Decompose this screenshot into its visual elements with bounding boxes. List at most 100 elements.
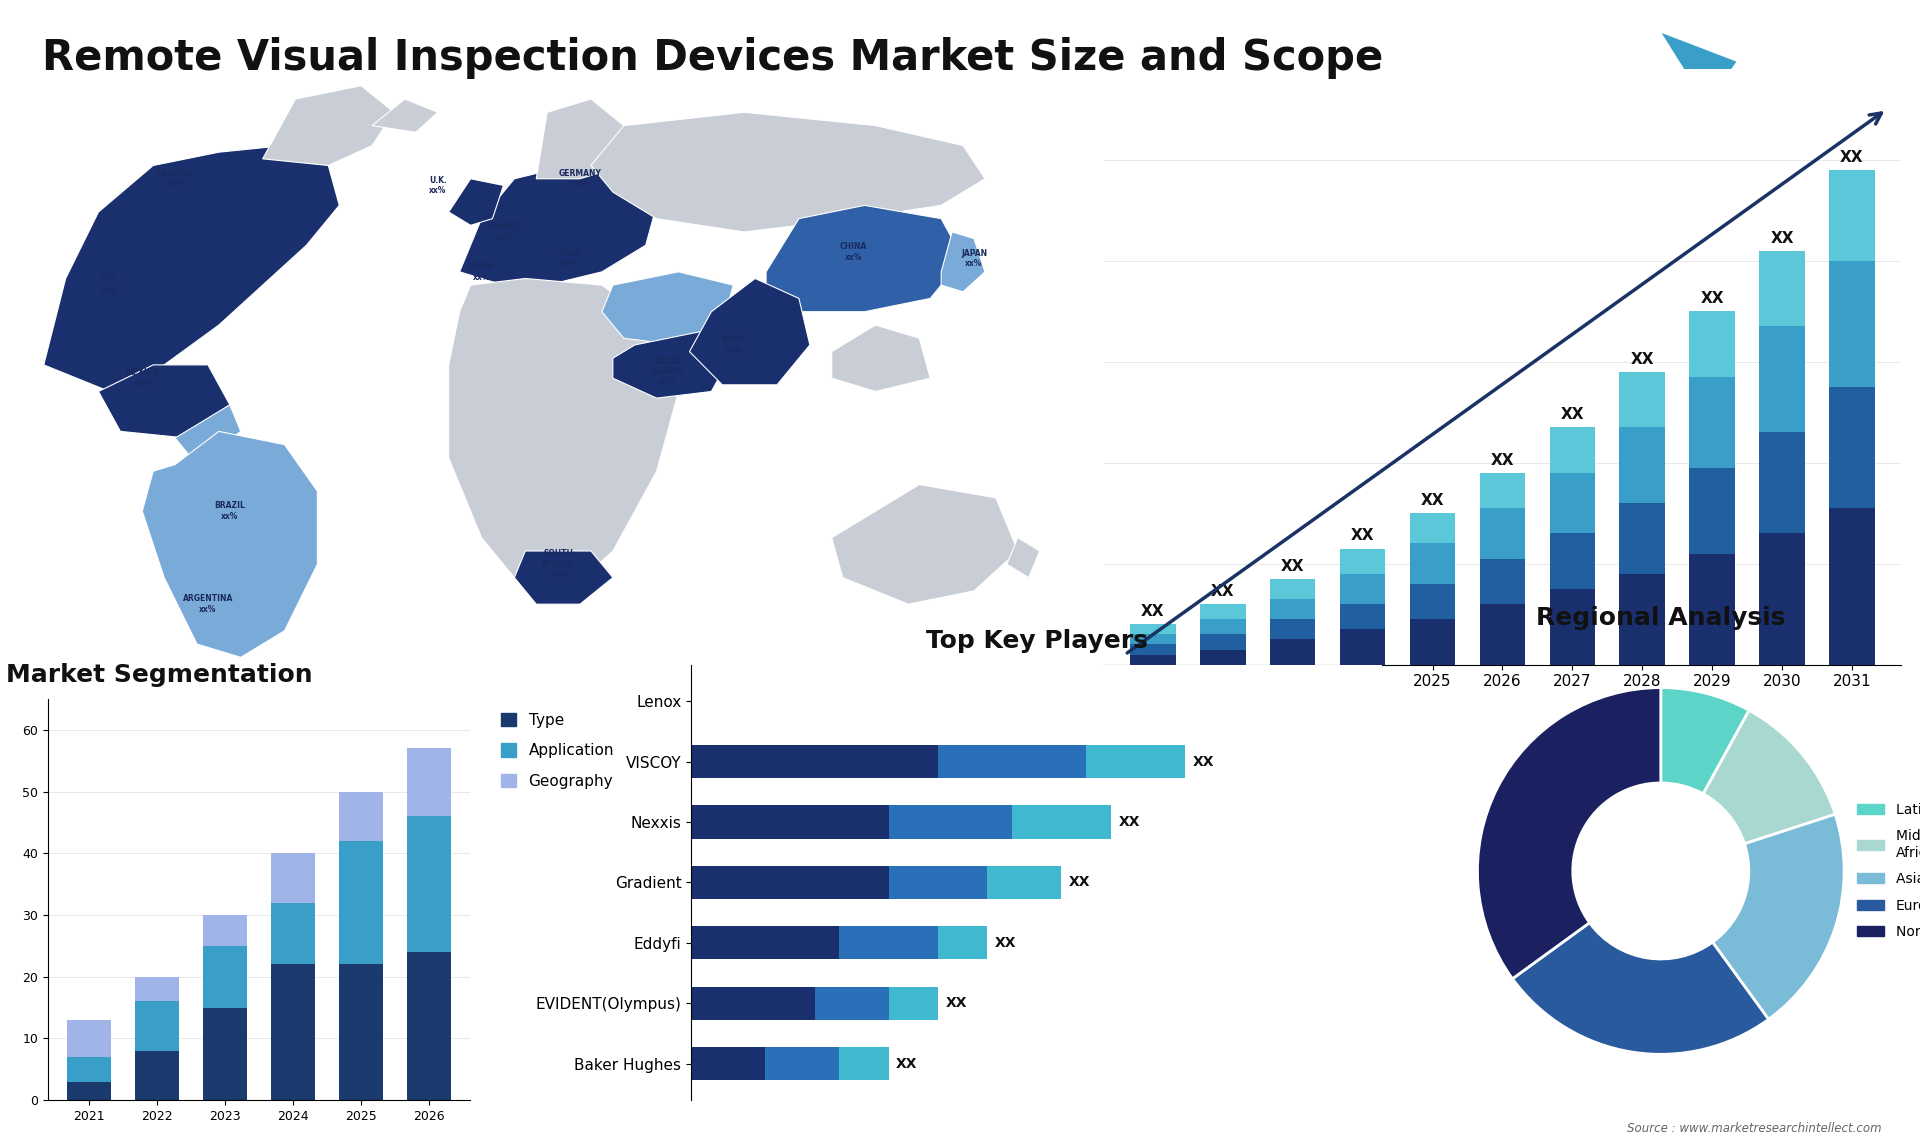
Bar <box>340 841 384 965</box>
Text: XX: XX <box>1281 559 1304 574</box>
Text: FRANCE
xx%: FRANCE xx% <box>486 222 520 242</box>
Bar <box>1480 558 1524 604</box>
Bar <box>987 865 1062 900</box>
Polygon shape <box>449 179 503 226</box>
Bar <box>1480 508 1524 558</box>
Text: XX: XX <box>1352 528 1375 543</box>
Polygon shape <box>449 278 678 591</box>
Title: Top Key Players: Top Key Players <box>925 629 1148 653</box>
Bar <box>407 952 451 1100</box>
Wedge shape <box>1478 688 1661 979</box>
Bar <box>1340 604 1386 629</box>
Bar <box>1087 745 1185 778</box>
Polygon shape <box>1006 537 1039 578</box>
Bar <box>889 865 987 900</box>
Bar <box>204 945 248 1007</box>
Text: BRAZIL
xx%: BRAZIL xx% <box>215 502 246 520</box>
Bar <box>691 987 814 1020</box>
Text: Market Segmentation: Market Segmentation <box>6 664 313 688</box>
Bar <box>1409 619 1455 665</box>
Bar <box>1619 574 1665 665</box>
Bar <box>1830 260 1874 387</box>
Bar <box>1131 625 1175 635</box>
Bar <box>340 965 384 1100</box>
Bar <box>1269 639 1315 665</box>
Text: XX: XX <box>1490 453 1515 468</box>
Bar <box>766 1047 839 1081</box>
Bar <box>1200 619 1246 635</box>
Bar <box>134 976 179 1002</box>
Text: U.S.
xx%: U.S. xx% <box>100 275 119 295</box>
Bar <box>1549 589 1596 665</box>
Polygon shape <box>263 86 394 165</box>
Bar <box>1012 806 1112 839</box>
Polygon shape <box>142 431 317 658</box>
Polygon shape <box>831 325 929 392</box>
Bar <box>1200 604 1246 619</box>
Bar <box>1759 251 1805 327</box>
Text: SAUDI
ARABIA
xx%: SAUDI ARABIA xx% <box>651 356 684 386</box>
Text: XX: XX <box>1212 584 1235 599</box>
Text: U.K.
xx%: U.K. xx% <box>428 175 447 195</box>
Bar <box>271 903 315 965</box>
Bar <box>1549 473 1596 533</box>
Polygon shape <box>603 272 733 345</box>
Polygon shape <box>175 405 240 464</box>
Text: XX: XX <box>995 936 1016 950</box>
Bar <box>939 745 1087 778</box>
Text: XX: XX <box>1140 604 1165 619</box>
Bar <box>1759 432 1805 533</box>
Text: XX: XX <box>945 996 968 1011</box>
Polygon shape <box>44 146 340 392</box>
Polygon shape <box>515 551 612 604</box>
Bar <box>691 745 939 778</box>
Bar <box>271 965 315 1100</box>
FancyArrowPatch shape <box>1127 113 1882 653</box>
Wedge shape <box>1703 711 1836 843</box>
Bar <box>1409 513 1455 543</box>
Bar <box>1269 599 1315 619</box>
Text: CHINA
xx%: CHINA xx% <box>839 242 868 261</box>
Text: Remote Visual Inspection Devices Market Size and Scope: Remote Visual Inspection Devices Market … <box>42 37 1384 79</box>
Polygon shape <box>1736 33 1797 104</box>
Text: MARKET
RESEARCH
INTELLECT: MARKET RESEARCH INTELLECT <box>1778 57 1841 95</box>
Bar <box>1619 371 1665 427</box>
Bar <box>1269 579 1315 599</box>
Polygon shape <box>1661 33 1736 104</box>
Text: XX: XX <box>1839 150 1864 165</box>
Text: XX: XX <box>1069 876 1091 889</box>
Bar <box>889 987 939 1020</box>
Polygon shape <box>372 99 438 132</box>
Bar <box>1619 503 1665 574</box>
Bar <box>1340 549 1386 574</box>
Bar <box>1340 629 1386 665</box>
Polygon shape <box>831 485 1018 604</box>
Bar <box>839 926 939 959</box>
Text: SPAIN
xx%: SPAIN xx% <box>468 262 493 282</box>
Bar <box>1690 468 1736 554</box>
Bar <box>1830 387 1874 508</box>
Bar <box>1549 533 1596 589</box>
Bar <box>889 806 1012 839</box>
Bar <box>1759 327 1805 432</box>
Bar <box>1830 170 1874 260</box>
Polygon shape <box>98 364 230 438</box>
Bar <box>1340 574 1386 604</box>
Text: XX: XX <box>1117 815 1140 829</box>
Text: XX: XX <box>1770 230 1793 245</box>
Bar <box>204 1007 248 1100</box>
Text: ITALY
xx%: ITALY xx% <box>559 249 580 268</box>
Bar <box>1690 554 1736 665</box>
Bar <box>407 816 451 952</box>
Bar <box>1690 312 1736 377</box>
Polygon shape <box>941 231 985 292</box>
Text: SOUTH
AFRICA
xx%: SOUTH AFRICA xx% <box>543 549 574 579</box>
Bar <box>691 1047 766 1081</box>
Polygon shape <box>689 278 810 385</box>
Bar <box>340 792 384 841</box>
Bar <box>691 865 889 900</box>
Bar <box>839 1047 889 1081</box>
Bar <box>1480 604 1524 665</box>
Bar <box>814 987 889 1020</box>
Text: XX: XX <box>1421 493 1444 508</box>
